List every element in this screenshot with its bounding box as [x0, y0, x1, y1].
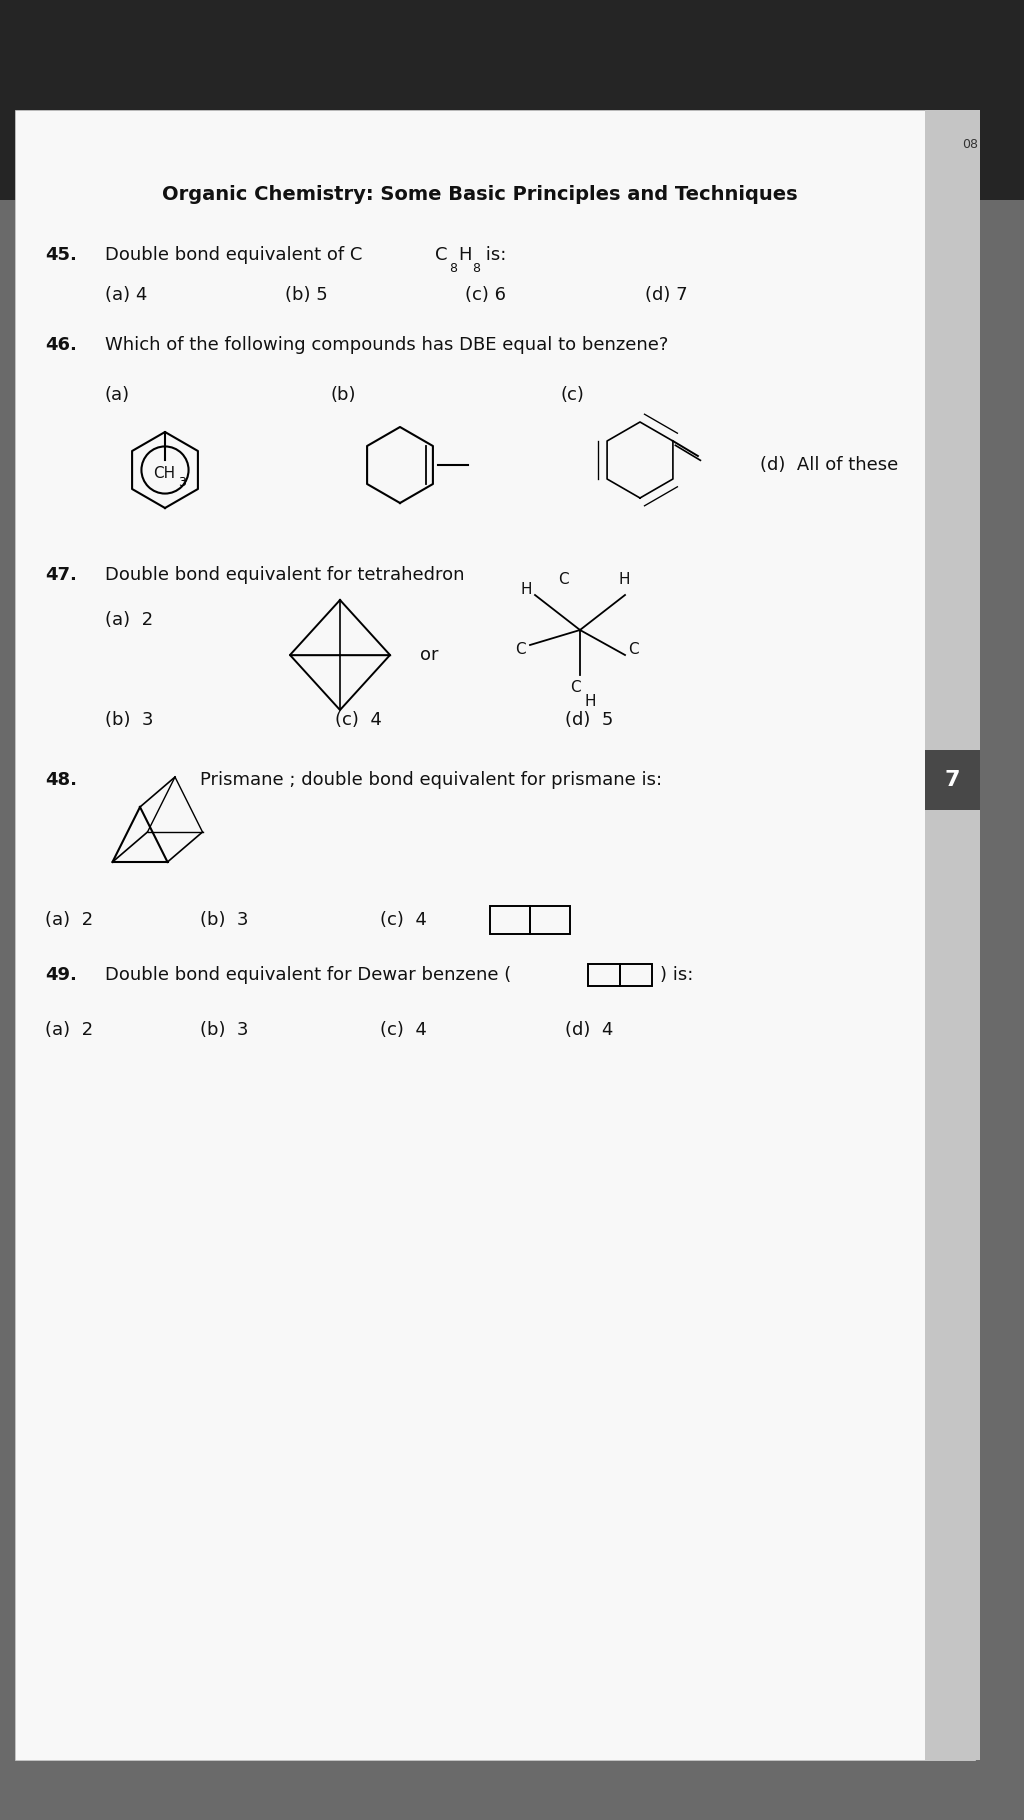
Text: C: C [570, 681, 581, 695]
Text: 8: 8 [472, 262, 480, 275]
Text: (a): (a) [105, 386, 130, 404]
Text: C: C [628, 642, 639, 657]
Text: H: H [585, 695, 597, 710]
Text: H: H [520, 582, 531, 597]
Bar [925, 750, 980, 810]
Text: (b)  3: (b) 3 [200, 912, 249, 928]
Text: Double bond equivalent for Dewar benzene (: Double bond equivalent for Dewar benzene… [105, 966, 511, 985]
Bar [620, 965, 652, 986]
Bar [925, 109, 980, 1760]
Text: 08: 08 [962, 138, 978, 151]
Text: ) is:: ) is: [660, 966, 693, 985]
Text: (a)  2: (a) 2 [45, 1021, 93, 1039]
Text: Which of the following compounds has DBE equal to benzene?: Which of the following compounds has DBE… [105, 337, 669, 355]
Text: 46.: 46. [45, 337, 77, 355]
Text: (b)  3: (b) 3 [200, 1021, 249, 1039]
Text: (a)  2: (a) 2 [105, 612, 154, 630]
Text: C: C [515, 642, 525, 657]
Text: (d)  4: (d) 4 [565, 1021, 613, 1039]
Text: 45.: 45. [45, 246, 77, 264]
Text: CH: CH [153, 466, 175, 482]
Text: Double bond equivalent of C: Double bond equivalent of C [105, 246, 362, 264]
Text: H: H [458, 246, 471, 264]
Text: (c)  4: (c) 4 [380, 912, 427, 928]
Text: (c) 6: (c) 6 [465, 286, 506, 304]
Text: 49.: 49. [45, 966, 77, 985]
Text: (b)  3: (b) 3 [105, 712, 154, 730]
Text: Prismane ; double bond equivalent for prismane is:: Prismane ; double bond equivalent for pr… [200, 772, 663, 790]
Text: (c): (c) [560, 386, 584, 404]
Text: Organic Chemistry: Some Basic Principles and Techniques: Organic Chemistry: Some Basic Principles… [162, 186, 798, 204]
Text: Double bond equivalent for tetrahedron: Double bond equivalent for tetrahedron [105, 566, 465, 584]
Text: (d) 7: (d) 7 [645, 286, 688, 304]
Text: (b) 5: (b) 5 [285, 286, 328, 304]
Text: (c)  4: (c) 4 [335, 712, 382, 730]
Bar [490, 906, 530, 934]
Bar [0, 0, 1024, 200]
Text: (d)  5: (d) 5 [565, 712, 613, 730]
Bar [530, 906, 570, 934]
Text: is:: is: [480, 246, 507, 264]
Bar [588, 965, 620, 986]
Text: (a)  2: (a) 2 [45, 912, 93, 928]
Text: (a) 4: (a) 4 [105, 286, 147, 304]
Text: (b): (b) [330, 386, 355, 404]
Text: C: C [435, 246, 447, 264]
Text: H: H [618, 573, 630, 588]
Text: 3: 3 [178, 475, 186, 488]
Text: 8: 8 [449, 262, 457, 275]
Text: 47.: 47. [45, 566, 77, 584]
Text: or: or [420, 646, 438, 664]
Text: (d)  All of these: (d) All of these [760, 457, 898, 473]
Text: 48.: 48. [45, 772, 77, 790]
Text: 7: 7 [944, 770, 959, 790]
Text: C: C [558, 573, 568, 588]
Text: (c)  4: (c) 4 [380, 1021, 427, 1039]
